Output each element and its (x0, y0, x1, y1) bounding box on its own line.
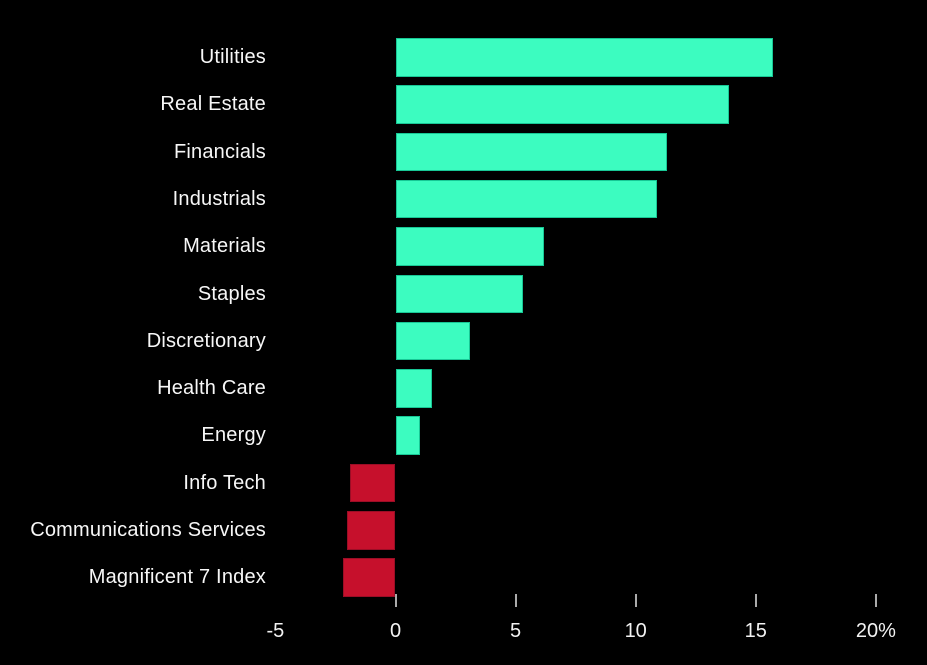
category-label-materials: Materials (183, 235, 266, 258)
bar-info-tech (349, 463, 396, 503)
bar-discretionary (395, 321, 470, 361)
x-axis-label-0: 0 (389, 620, 402, 642)
category-label-staples: Staples (197, 282, 266, 305)
category-label-magnificent-7-index: Magnificent 7 Index (88, 566, 266, 589)
bar-financials (395, 132, 667, 172)
x-axis-label-5: 5 (510, 620, 522, 642)
category-label-communications-services: Communications Services (30, 519, 266, 541)
bar-energy (395, 416, 420, 455)
x-axis-tick-0 (394, 594, 397, 607)
x-axis-label-20: 20% (855, 620, 896, 642)
category-label-financials: Financials (173, 140, 266, 163)
bar-materials (395, 227, 545, 266)
category-label-industrials: Industrials (172, 187, 266, 210)
bar-communications-services (347, 511, 396, 550)
x-axis-label-10: 10 (624, 620, 647, 642)
x-axis-tick-20 (874, 594, 877, 607)
category-label-utilities: Utilities (199, 46, 266, 68)
bar-staples (395, 274, 523, 313)
category-label-energy: Energy (201, 424, 266, 447)
bar-health-care (395, 369, 432, 408)
bar-real-estate (395, 85, 730, 124)
bar-utilities (395, 38, 773, 77)
bar-magnificent-7-index (342, 558, 396, 597)
x-axis-tick-10 (634, 594, 637, 607)
category-label-health-care: Health Care (157, 377, 266, 400)
x-axis-label-neg5: -5 (266, 620, 285, 642)
category-label-real-estate: Real Estate (160, 93, 266, 116)
category-label-info-tech: Info Tech (183, 471, 266, 494)
category-label-discretionary: Discretionary (146, 329, 266, 352)
x-axis-tick-5 (514, 594, 517, 607)
bar-industrials (395, 179, 658, 219)
x-axis-tick-15 (754, 594, 757, 607)
x-axis-label-15: 15 (744, 620, 767, 642)
